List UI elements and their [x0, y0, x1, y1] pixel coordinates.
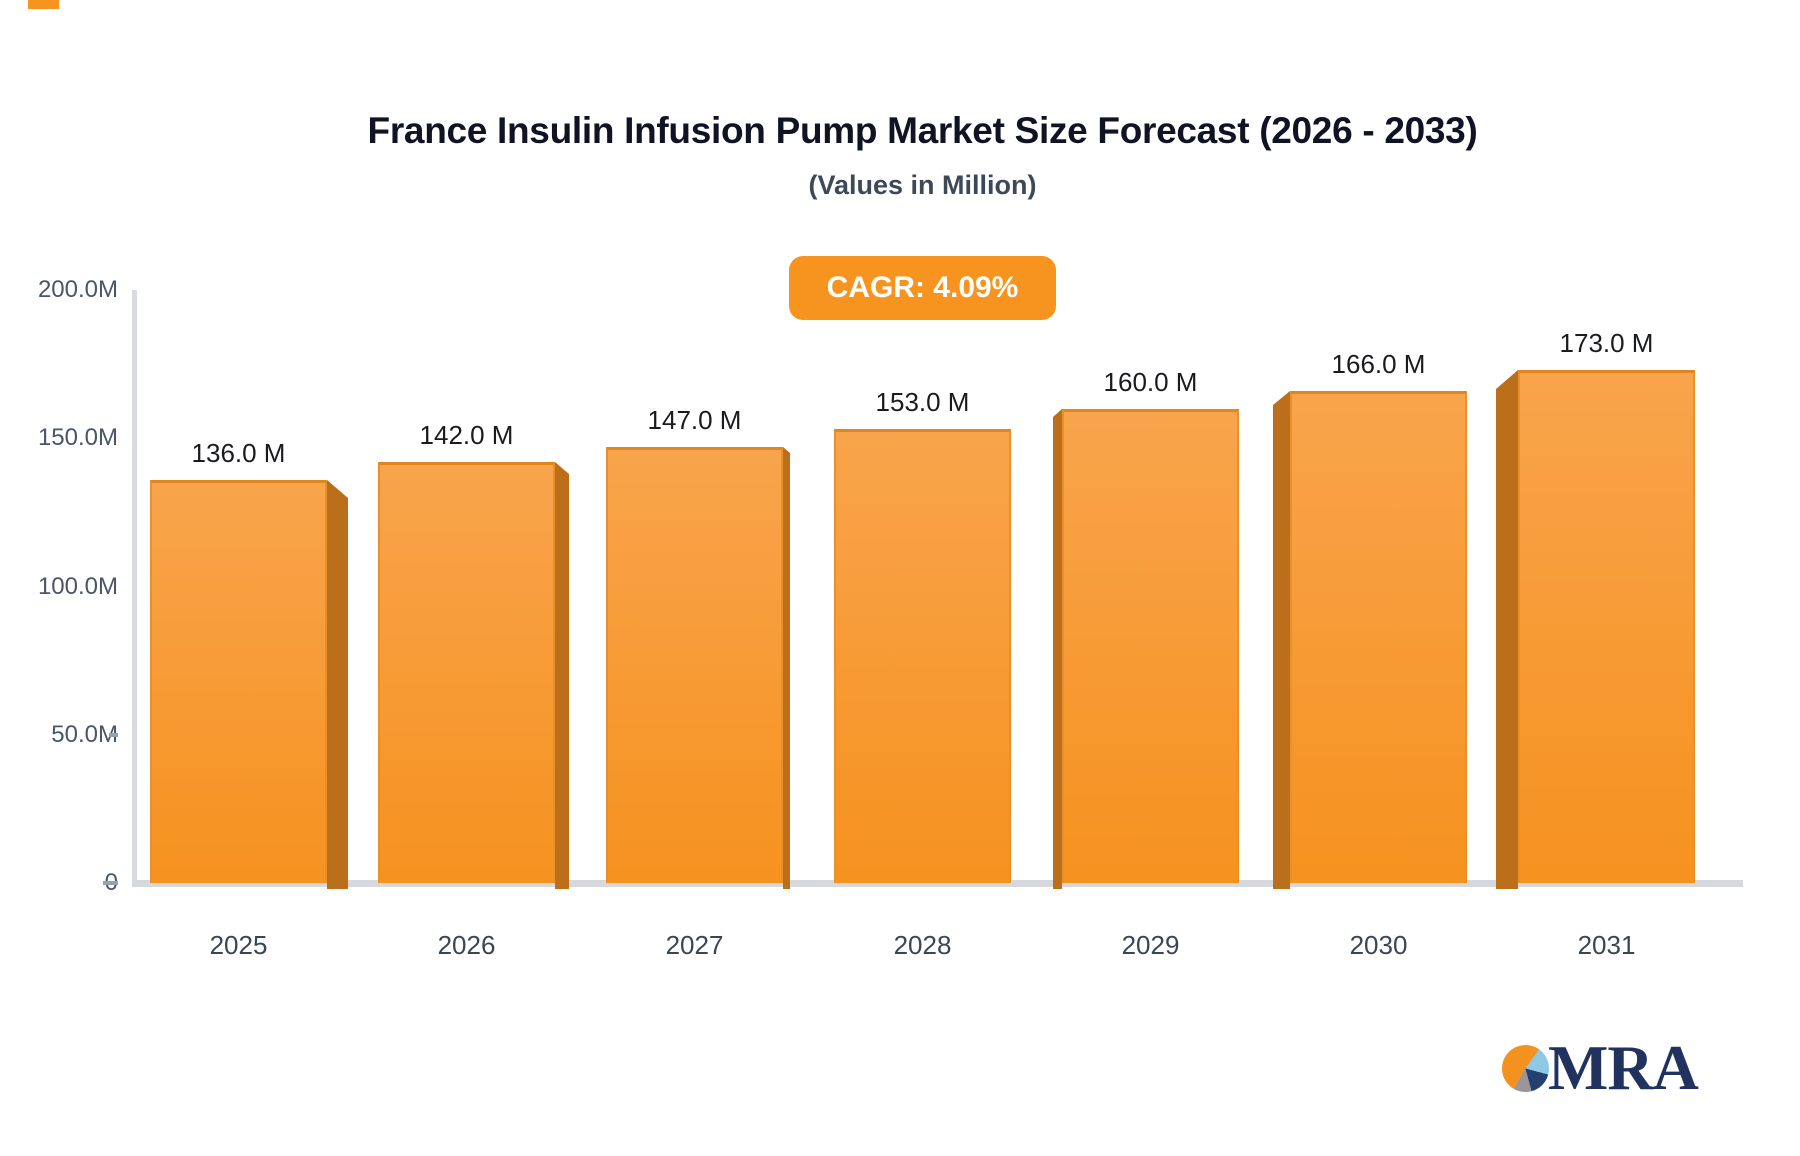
bar-3d-side: [783, 447, 790, 889]
y-axis-tick-label: 0: [0, 868, 118, 898]
x-axis-tick-label: 2031: [1577, 930, 1636, 960]
bar-3d-side: [1053, 409, 1062, 889]
bar-2031: [1518, 370, 1695, 883]
y-axis-tick-label: 200.0M: [37, 276, 118, 303]
bar-value-label: 166.0 M: [1331, 349, 1426, 379]
bar-value-label: 142.0 M: [419, 420, 514, 450]
top-edge-artifact: [28, 0, 59, 9]
x-axis-tick-label: 2026: [437, 930, 496, 960]
x-axis-baseline: [132, 880, 1743, 887]
bar-2028: [834, 429, 1011, 883]
bar-2026: [378, 462, 555, 883]
bar-value-label: 136.0 M: [191, 438, 286, 468]
bar-value-label: 147.0 M: [647, 405, 742, 435]
x-axis-tick-label: 2025: [209, 930, 268, 960]
pie-chart-logo-icon: [1502, 1044, 1549, 1092]
brand-logo-text: MRA: [1548, 1032, 1699, 1103]
bar-2029: [1062, 409, 1239, 883]
bar-3d-side: [555, 462, 569, 889]
bar-3d-side: [1273, 391, 1290, 889]
bar-value-label: 173.0 M: [1559, 328, 1654, 358]
bar-3d-side: [1496, 370, 1518, 889]
bar-value-label: 160.0 M: [1103, 367, 1198, 397]
y-axis-tick-mark: [109, 733, 118, 737]
bar-2025: [150, 480, 327, 883]
chart-subtitle: (Values in Million): [808, 170, 1037, 200]
y-axis-tick-label: 100.0M: [37, 572, 118, 600]
cagr-badge-wrap: CAGR: 4.09%: [45, 256, 1800, 320]
cagr-badge: CAGR: 4.09%: [788, 256, 1057, 320]
x-axis-tick-label: 2029: [1121, 930, 1180, 960]
y-axis-tick-label: 50.0M: [51, 720, 118, 748]
x-axis-tick-label: 2027: [665, 930, 724, 960]
bar-value-label: 153.0 M: [875, 387, 970, 417]
x-axis-tick-label: 2030: [1349, 930, 1408, 960]
chart-title: France Insulin Infusion Pump Market Size…: [367, 110, 1478, 151]
x-axis-tick-label: 2028: [893, 930, 952, 960]
bar-2027: [606, 447, 783, 883]
brand-logo: MRA: [1502, 1032, 1699, 1103]
bar-3d-side: [327, 480, 348, 889]
y-axis-tick-label: 150.0M: [37, 424, 118, 452]
y-axis-line: [132, 290, 137, 887]
bar-2030: [1290, 391, 1467, 883]
y-axis-tick-mark: [103, 881, 118, 885]
